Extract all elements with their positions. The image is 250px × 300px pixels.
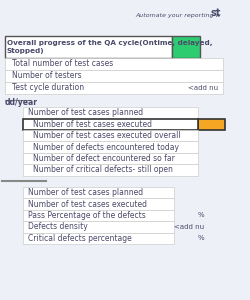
Text: Number of critical defects- still open: Number of critical defects- still open — [32, 165, 172, 174]
FancyBboxPatch shape — [5, 82, 223, 94]
FancyBboxPatch shape — [23, 130, 198, 141]
Text: Number of defect encountered so far: Number of defect encountered so far — [32, 154, 174, 163]
Text: %: % — [198, 212, 204, 218]
FancyBboxPatch shape — [23, 164, 198, 176]
FancyBboxPatch shape — [23, 118, 198, 130]
Text: Number of test cases planned: Number of test cases planned — [28, 188, 143, 197]
Text: <add nu: <add nu — [188, 85, 218, 91]
Text: st: st — [210, 8, 221, 17]
Text: Number of test cases planned: Number of test cases planned — [28, 108, 143, 117]
Text: Number of defects encountered today: Number of defects encountered today — [32, 142, 178, 152]
Text: Critical defects percentage: Critical defects percentage — [28, 234, 132, 243]
Text: Number of test cases executed overall: Number of test cases executed overall — [32, 131, 180, 140]
Text: Number of testers: Number of testers — [12, 71, 81, 80]
FancyBboxPatch shape — [5, 58, 223, 70]
Text: Overall progress of the QA cycle(Ontime, delayed,
Stopped): Overall progress of the QA cycle(Ontime,… — [7, 40, 212, 54]
FancyBboxPatch shape — [5, 70, 223, 82]
FancyBboxPatch shape — [172, 36, 200, 58]
FancyBboxPatch shape — [23, 210, 174, 221]
Text: Automate your reporting w: Automate your reporting w — [135, 14, 221, 19]
FancyBboxPatch shape — [23, 153, 198, 164]
Text: Pass Percentage of the defects: Pass Percentage of the defects — [28, 211, 146, 220]
FancyBboxPatch shape — [23, 198, 174, 210]
Text: dd/year: dd/year — [5, 98, 38, 107]
Text: Number of test cases executed: Number of test cases executed — [28, 200, 147, 208]
FancyBboxPatch shape — [198, 118, 226, 130]
Text: <add nu: <add nu — [174, 224, 204, 230]
Text: Total number of test cases: Total number of test cases — [12, 59, 113, 68]
Text: Defects density: Defects density — [28, 222, 88, 231]
FancyBboxPatch shape — [23, 221, 174, 232]
FancyBboxPatch shape — [23, 232, 174, 244]
Text: %: % — [198, 235, 204, 241]
Text: Number of test cases executed: Number of test cases executed — [32, 120, 152, 129]
FancyBboxPatch shape — [23, 107, 198, 118]
FancyBboxPatch shape — [23, 187, 174, 198]
FancyBboxPatch shape — [5, 36, 172, 58]
FancyBboxPatch shape — [23, 141, 198, 153]
Text: Test cycle duration: Test cycle duration — [12, 83, 84, 92]
